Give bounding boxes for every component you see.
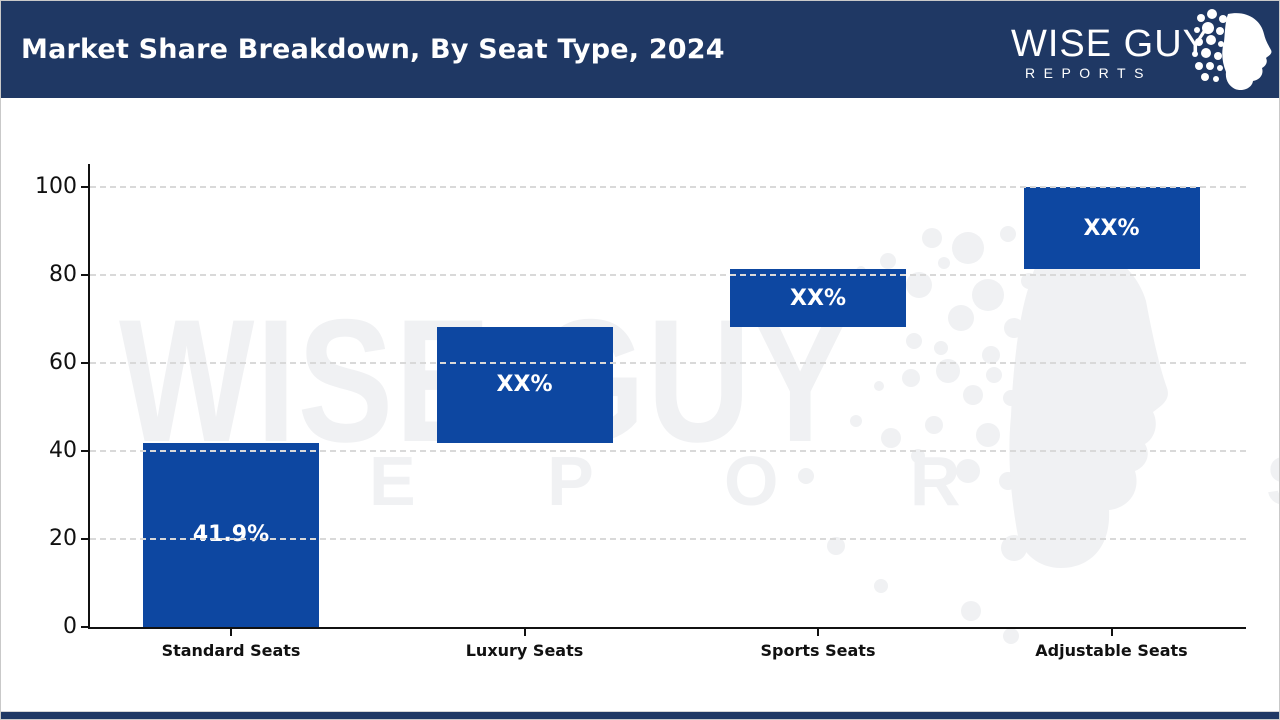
x-tick-3 bbox=[817, 629, 819, 636]
x-tick-2 bbox=[523, 629, 526, 636]
x-tick-4 bbox=[1110, 629, 1113, 636]
gridline-y-80 bbox=[90, 274, 1246, 276]
gridline-y-20 bbox=[90, 538, 1246, 540]
x-tick-1 bbox=[230, 629, 232, 636]
x-category-label: Luxury Seats bbox=[465, 641, 584, 660]
watermark-head-icon bbox=[798, 226, 1168, 644]
bar-sports-seats: XX% bbox=[730, 269, 906, 327]
y-axis-line bbox=[88, 164, 90, 628]
logo-wordmark: WISE GUY bbox=[1011, 23, 1209, 65]
y-tick-100 bbox=[81, 186, 89, 188]
bar-value-label: XX% bbox=[1083, 215, 1140, 241]
gridline-y-60 bbox=[90, 362, 1246, 364]
x-category-label: Adjustable Seats bbox=[1035, 641, 1188, 660]
wise-guy-logo: WISE GUY REPORTS bbox=[1011, 9, 1272, 91]
header-band: Market Share Breakdown, By Seat Type, 20… bbox=[1, 1, 1279, 98]
bar-value-label: XX% bbox=[496, 372, 553, 398]
y-tick-label-20: 20 bbox=[49, 526, 77, 551]
bar-value-label: XX% bbox=[790, 285, 846, 311]
footer-band bbox=[1, 712, 1279, 719]
y-tick-80 bbox=[81, 274, 89, 276]
logo-subword: REPORTS bbox=[1025, 65, 1152, 81]
y-tick-20 bbox=[81, 538, 89, 540]
y-tick-label-40: 40 bbox=[49, 438, 77, 463]
y-tick-40 bbox=[81, 450, 89, 452]
dotted-head-icon bbox=[1192, 9, 1272, 91]
x-category-label: Standard Seats bbox=[161, 641, 301, 660]
footer-divider bbox=[1, 711, 1279, 712]
bar-luxury-seats: XX% bbox=[436, 326, 613, 443]
x-category-label: Sports Seats bbox=[760, 641, 876, 660]
bar-value-label: 41.9% bbox=[192, 522, 270, 548]
brand-logo: WISE GUY REPORTS bbox=[1009, 6, 1275, 94]
gridline-y-40 bbox=[90, 450, 1246, 452]
bar-adjustable-seats: XX% bbox=[1023, 187, 1200, 270]
y-tick-label-80: 80 bbox=[49, 262, 77, 287]
y-tick-label-60: 60 bbox=[49, 350, 77, 375]
y-tick-label-0: 0 bbox=[63, 614, 77, 639]
y-tick-60 bbox=[81, 362, 89, 364]
bar-standard-seats: 41.9% bbox=[143, 442, 319, 627]
y-tick-label-100: 100 bbox=[35, 174, 77, 199]
x-axis-line bbox=[88, 627, 1246, 629]
page-title: Market Share Breakdown, By Seat Type, 20… bbox=[21, 34, 725, 65]
gridline-y-100 bbox=[90, 186, 1246, 188]
chart-canvas: WISE GUY R E P O R T S bbox=[1, 98, 1279, 714]
y-tick-0 bbox=[81, 626, 89, 628]
